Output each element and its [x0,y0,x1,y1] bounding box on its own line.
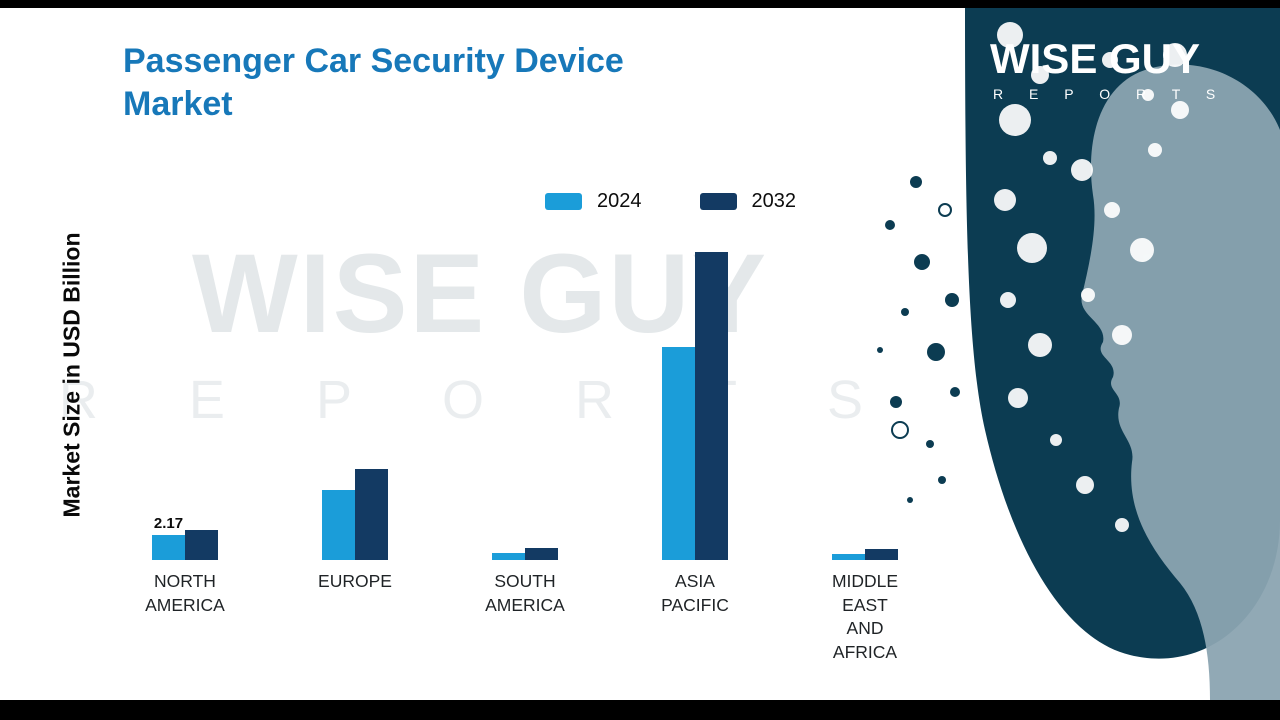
bar-wrap [695,252,728,560]
watermark: WISE GUY R E P O R T S [40,232,920,431]
legend-item-2024: 2024 [545,190,642,213]
y-axis-label: Market Size in USD Billion [58,232,85,518]
top-border [0,0,1280,8]
legend-item-2032: 2032 [699,190,797,213]
watermark-line2: R E P O R T S [58,370,902,431]
bars-south-america [492,215,558,560]
bar-wrap [525,548,558,560]
bottom-border [0,700,1280,720]
bar-wrap: 2.17 [152,515,185,560]
bar-value-label: 2.17 [153,515,184,532]
bar-wrap [662,347,695,560]
bars-asia-pacific [662,215,728,560]
brand-logo-name: WISE GUY [990,35,1201,82]
plot-area: 2.17 NORTH AMERICA EUROPE SOUTH AMERICA ASIA… [100,215,950,665]
brand-logo-sub: R E P O R T S [993,86,1227,102]
bar-group-asia-pacific: ASIA PACIFIC [610,215,780,665]
bar-group-south-america: SOUTH AMERICA [440,215,610,665]
brand-decoration [877,0,1280,700]
bar-group-europe: EUROPE [270,215,440,665]
category-label-south-america: SOUTH AMERICA [485,571,565,615]
category-label-middle-east-and-africa: MIDDLE EAST AND AFRICA [831,571,899,662]
page-title: Passenger Car Security Device Market [123,42,624,123]
bar-wrap [322,490,355,560]
bar-2032-north-america [185,530,218,560]
white-dot-cluster [994,22,1189,532]
watermark-line1: WISE GUY [191,231,769,356]
bar-wrap [832,554,865,560]
bar-wrap [185,530,218,560]
bar-group-north-america: 2.17 NORTH AMERICA [100,215,270,665]
bar-wrap [492,553,525,560]
category-label-asia-pacific: ASIA PACIFIC [661,571,729,615]
bar-2024-north-america [152,535,185,560]
brand-logo: WISE GUY R E P O R T S [990,35,1227,103]
brand-panel: WISE GUY R E P O R T S [860,0,1280,700]
bar-wrap [865,549,898,560]
legend-swatch-2032 [699,193,737,210]
category-label-europe: EUROPE [318,571,392,591]
bar-2024-asia-pacific [662,347,695,560]
face-profile [1081,64,1280,700]
legend-label-2024: 2024 [597,190,642,212]
bar-group-middle-east-and-africa: MIDDLE EAST AND AFRICA [780,215,950,665]
bars-middle-east-and-africa [832,215,898,560]
bars-north-america: 2.17 [152,215,218,560]
bar-2032-asia-pacific [695,252,728,560]
bar-wrap [355,469,388,560]
bar-2024-south-america [492,553,525,560]
bar-2032-europe [355,469,388,560]
bar-2024-middle-east-and-africa [832,554,865,560]
bar-2024-europe [322,490,355,560]
legend-swatch-2024 [545,193,582,210]
bar-2032-south-america [525,548,558,560]
chart-legend: 2024 2032 [545,190,796,213]
category-label-north-america: NORTH AMERICA [145,571,225,615]
ring-dots [891,203,952,439]
bars-europe [322,215,388,560]
legend-label-2032: 2032 [751,190,797,212]
teal-dot-trail [877,176,960,503]
bar-2032-middle-east-and-africa [865,549,898,560]
